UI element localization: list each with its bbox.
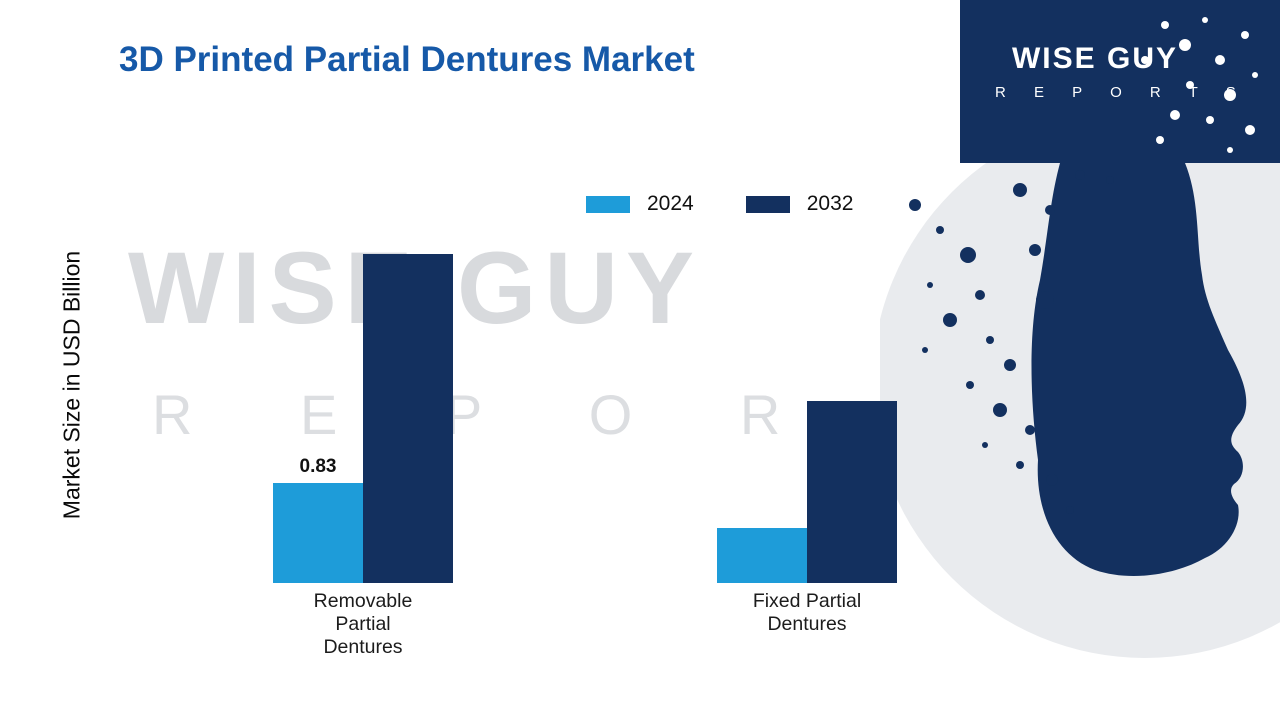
legend-item-2024: 2024 bbox=[586, 192, 694, 216]
face-profile-icon bbox=[1031, 163, 1247, 577]
bar-removable-2024 bbox=[273, 483, 363, 583]
y-axis-label: Market Size in USD Billion bbox=[58, 250, 85, 520]
dots-pattern bbox=[909, 170, 1114, 514]
bar-fixed-2032 bbox=[807, 401, 897, 583]
legend-label-2032: 2032 bbox=[806, 192, 854, 215]
brand-graphic bbox=[880, 0, 1280, 658]
brand-logo: WISE GUY R E P O R T S bbox=[995, 42, 1248, 101]
logo-wordmark: WISE GUY bbox=[1011, 42, 1178, 75]
legend-swatch-2032 bbox=[745, 195, 790, 213]
legend-item-2032: 2032 bbox=[745, 192, 854, 216]
page-title: 3D Printed Partial Dentures Market bbox=[119, 40, 695, 79]
bar-wrap-fixed-2024 bbox=[717, 528, 807, 583]
bar-group-removable: 0.83 bbox=[273, 254, 453, 583]
category-label-removable: Removable Partial Dentures bbox=[313, 590, 413, 658]
bar-wrap-removable-2032 bbox=[363, 254, 453, 583]
chart-legend: 2024 2032 bbox=[586, 192, 853, 216]
logo-tagline: R E P O R T S bbox=[995, 84, 1248, 101]
legend-swatch-2024 bbox=[586, 195, 630, 213]
bar-removable-2032 bbox=[363, 254, 453, 583]
bar-fixed-2024 bbox=[717, 528, 807, 583]
bar-wrap-fixed-2032 bbox=[807, 401, 897, 583]
category-label-fixed: Fixed Partial Dentures bbox=[752, 590, 862, 635]
legend-label-2024: 2024 bbox=[647, 192, 694, 215]
bar-wrap-removable-2024: 0.83 bbox=[273, 456, 363, 583]
bar-group-fixed bbox=[717, 401, 897, 583]
bar-value-label-removable-2024: 0.83 bbox=[299, 456, 337, 477]
